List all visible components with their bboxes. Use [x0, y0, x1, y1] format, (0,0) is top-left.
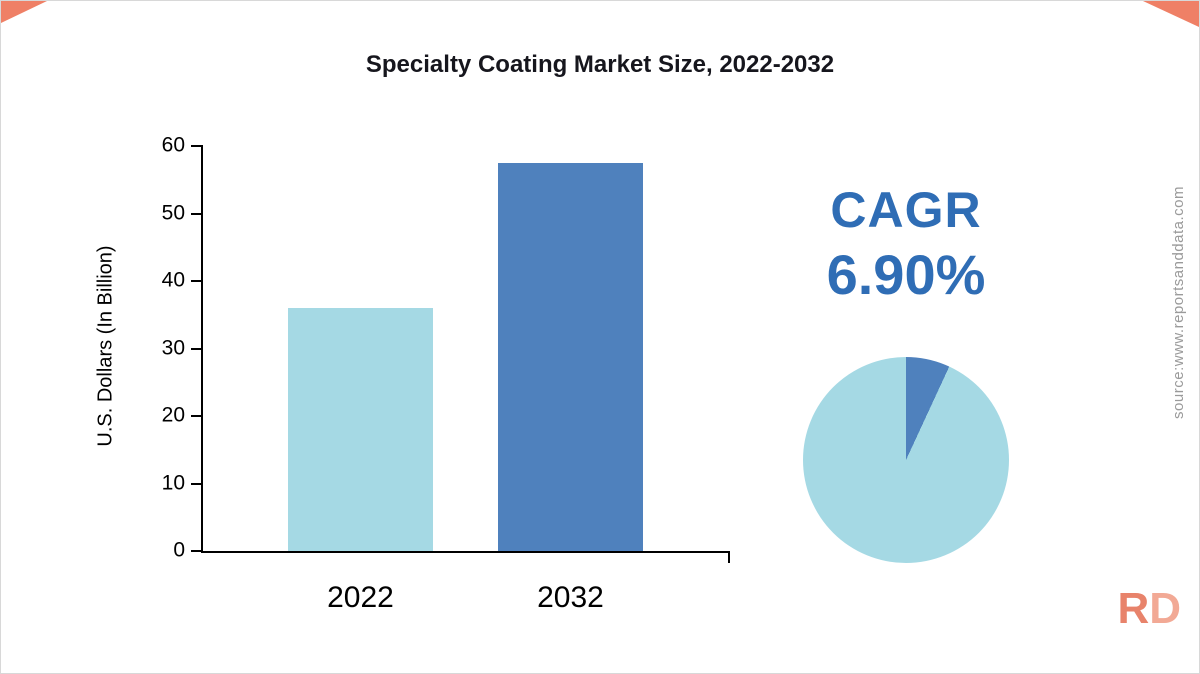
source-attribution: source:www.reportsanddata.com	[1170, 186, 1187, 419]
y-tick-label: 40	[161, 268, 185, 292]
y-tick-mark	[191, 280, 203, 282]
y-tick-mark	[191, 415, 203, 417]
x-tick-label: 2032	[537, 581, 604, 614]
x-axis-end-tick	[728, 551, 730, 563]
cagr-callout: CAGR 6.90%	[771, 183, 1041, 306]
plot-area: 0 10 20 30 40 50 60 2022 2032	[162, 134, 730, 614]
corner-ribbon-top-right	[1143, 1, 1199, 27]
cagr-label: CAGR	[830, 182, 982, 238]
logo-letter-d: D	[1149, 584, 1181, 633]
chart-title: Specialty Coating Market Size, 2022-2032	[365, 51, 835, 78]
bar-2022	[288, 308, 433, 551]
y-tick-label: 50	[161, 201, 185, 225]
y-tick-mark	[191, 550, 203, 552]
brand-logo: RD	[1117, 587, 1181, 631]
y-tick-mark	[191, 347, 203, 350]
y-tick-label: 20	[161, 403, 185, 427]
y-tick-label: 10	[161, 471, 185, 495]
corner-ribbon-top-left	[1, 1, 47, 23]
y-tick-label: 0	[173, 538, 185, 562]
y-tick-label: 60	[161, 133, 185, 157]
y-tick-mark	[191, 145, 203, 147]
y-tick-label: 30	[161, 336, 185, 360]
cagr-value: 6.90%	[826, 243, 986, 306]
bar-2032	[498, 162, 643, 551]
logo-letter-r: R	[1117, 584, 1150, 633]
cagr-pie-chart	[803, 357, 1009, 563]
y-tick-mark	[191, 482, 203, 485]
y-axis-label: U.S. Dollars (In Billion)	[94, 245, 117, 447]
y-tick-mark	[191, 212, 203, 215]
x-tick-label: 2022	[327, 581, 394, 614]
